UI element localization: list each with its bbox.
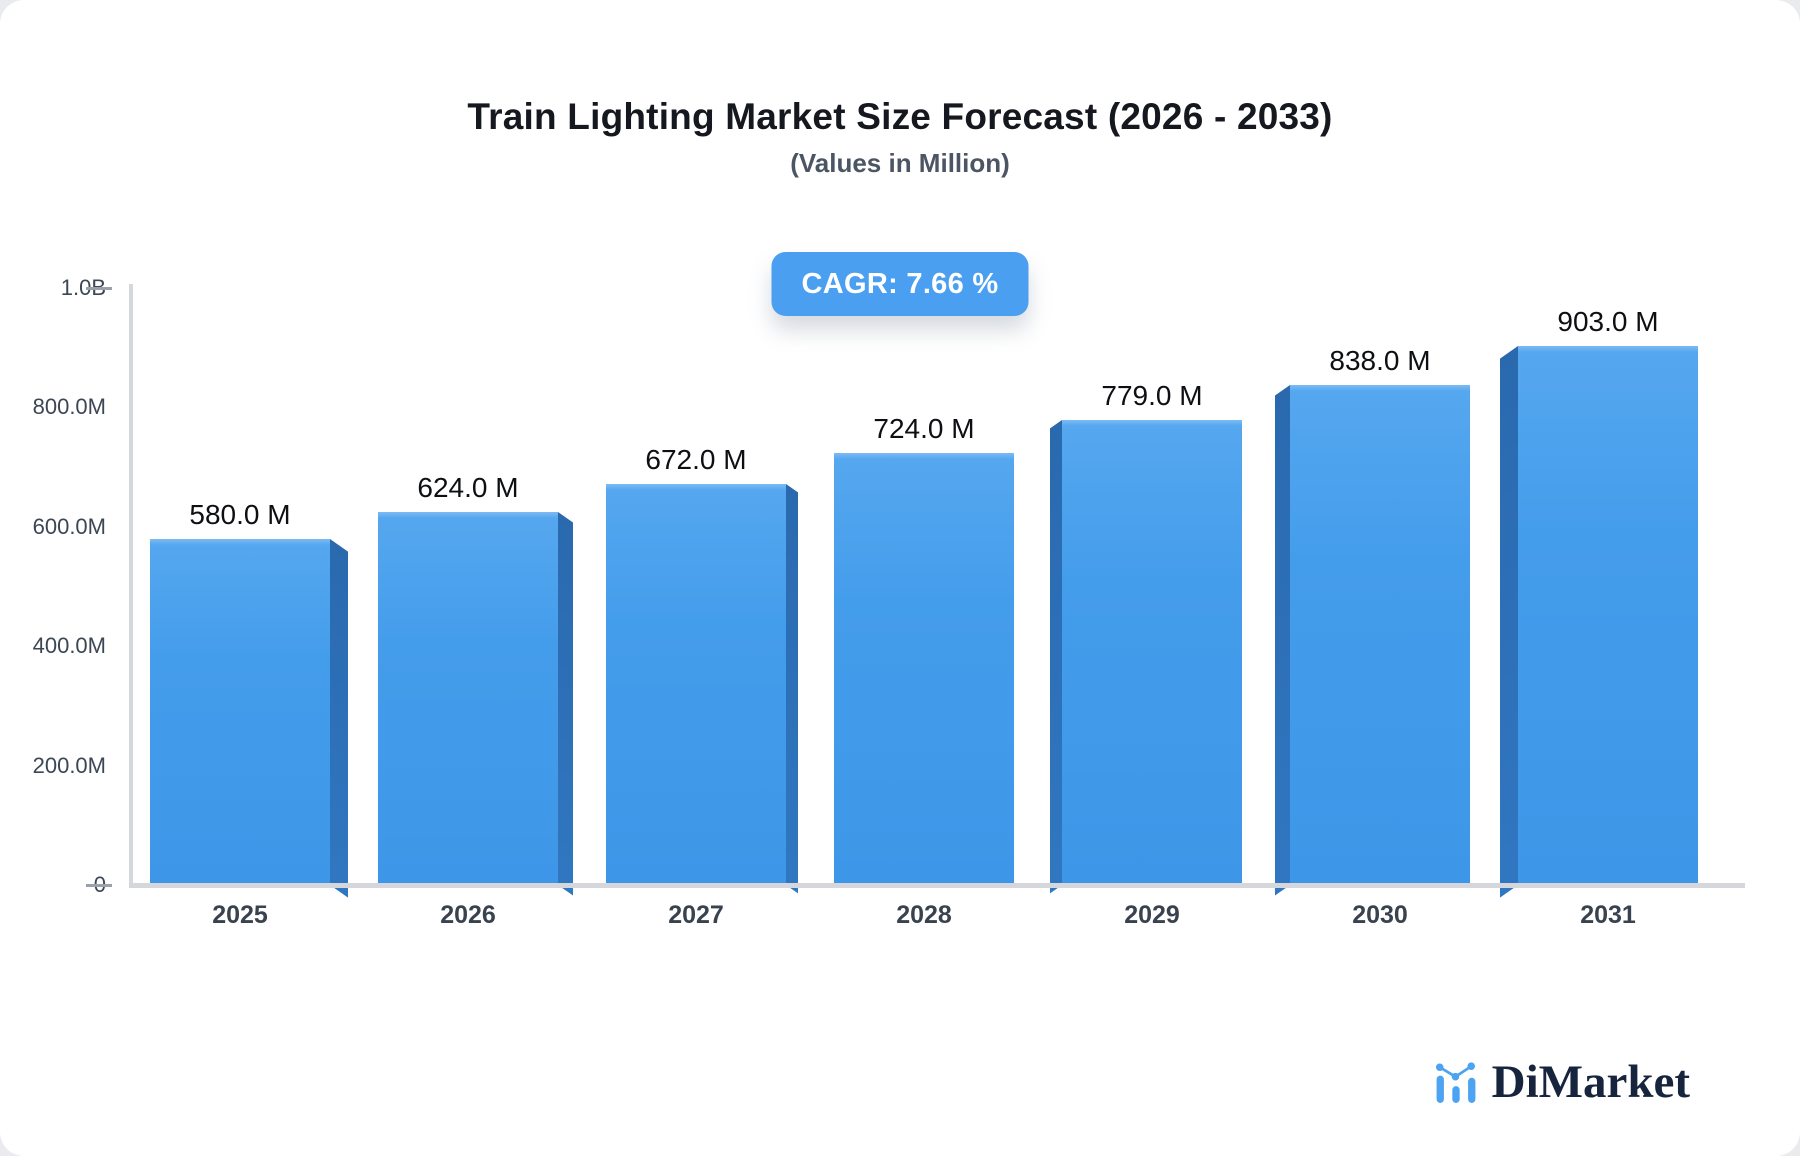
chart-title: Train Lighting Market Size Forecast (202… (467, 96, 1333, 137)
x-axis-label-2027: 2027 (668, 901, 724, 929)
x-axis-label-2026: 2026 (440, 901, 496, 929)
bar-2030 (1290, 385, 1470, 885)
x-axis-label-2025: 2025 (212, 901, 268, 929)
bar-value-label-2026: 624.0 M (417, 472, 519, 503)
bar-side-face-2031 (1500, 346, 1518, 898)
y-axis-line (129, 284, 133, 888)
logo-text: DiMarket (1491, 1056, 1690, 1108)
bar-2031 (1518, 346, 1698, 885)
x-axis-line (129, 883, 1745, 888)
bar-side-face-2027 (786, 484, 798, 894)
bar-side-face-2029 (1050, 420, 1062, 894)
bar-value-label-2027: 672.0 M (645, 444, 747, 475)
dimarket-logo: DiMarket (1434, 1056, 1690, 1108)
bar-2029 (1062, 420, 1242, 885)
x-axis-label-2028: 2028 (896, 901, 952, 929)
x-axis-label-2030: 2030 (1352, 901, 1408, 929)
cagr-badge: CAGR: 7.66 % (771, 252, 1029, 316)
y-axis-label-400.0M: 400.0M (32, 633, 106, 659)
x-axis-label-2029: 2029 (1124, 901, 1180, 929)
bar-side-face-2026 (558, 512, 573, 896)
bar-value-label-2029: 779.0 M (1101, 380, 1203, 411)
y-axis-tick-dash (86, 884, 112, 887)
chart-subtitle: (Values in Million) (790, 148, 1010, 178)
bar-side-face-2030 (1275, 385, 1290, 896)
bar-2026 (378, 512, 558, 885)
y-axis-label-800.0M: 800.0M (32, 394, 106, 420)
bar-2028 (834, 453, 1014, 885)
bar-side-face-2025 (330, 539, 348, 898)
y-axis-label-600.0M: 600.0M (32, 513, 106, 539)
x-axis-label-2031: 2031 (1580, 901, 1636, 929)
y-axis-tick-dash (86, 287, 112, 290)
bar-value-label-2031: 903.0 M (1557, 306, 1659, 337)
bar-value-label-2025: 580.0 M (189, 499, 291, 530)
bar-value-label-2028: 724.0 M (873, 413, 975, 444)
bar-line-chart-icon (1435, 1062, 1476, 1103)
bar-value-label-2030: 838.0 M (1329, 345, 1431, 376)
bar-2025 (150, 539, 330, 885)
y-axis-label-200.0M: 200.0M (32, 752, 106, 778)
bar-2027 (606, 484, 786, 885)
